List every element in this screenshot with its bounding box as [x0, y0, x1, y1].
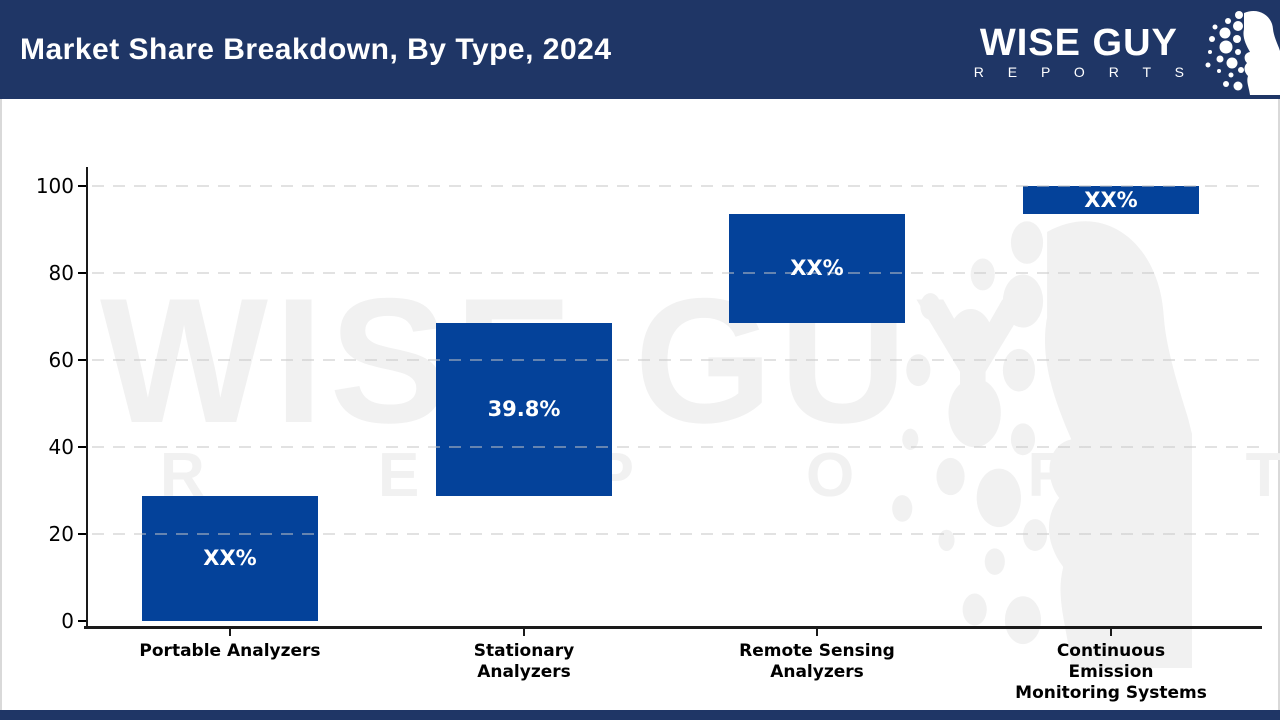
y-tick-label: 0 [61, 609, 74, 633]
x-category-label-line: Stationary [473, 641, 575, 661]
header-bar: Market Share Breakdown, By Type, 2024 WI… [0, 0, 1280, 99]
x-tick-mark [816, 627, 818, 636]
y-tick-mark [78, 272, 86, 274]
gridline [92, 185, 1262, 187]
y-tick-mark [78, 185, 86, 187]
gridline [92, 359, 1262, 361]
wise-guy-reports-logo: WISE GUY R E P O R T S [964, 0, 1280, 99]
bar-value-label: 39.8% [487, 397, 561, 422]
x-category-label-line: Emission [1068, 662, 1154, 682]
bar-value-label: XX% [790, 256, 844, 281]
bar-segment [729, 213, 905, 323]
y-tick-mark [78, 446, 86, 448]
x-tick-mark [523, 627, 525, 636]
y-axis-line [86, 167, 88, 629]
x-category-label-line: Remote Sensing [739, 641, 895, 661]
footer-bar [0, 710, 1280, 720]
gridline [92, 533, 1262, 535]
x-category-label-line: Analyzers [477, 662, 571, 682]
y-tick-label: 60 [48, 348, 74, 372]
x-category-label-line: Portable Analyzers [139, 641, 321, 661]
bar-value-label: XX% [1084, 187, 1138, 212]
y-tick-label: 80 [48, 261, 74, 285]
bar-segment [436, 322, 612, 496]
x-tick-mark [1110, 627, 1112, 636]
page-title: Market Share Breakdown, By Type, 2024 [20, 32, 612, 66]
x-category-label: Portable Analyzers [110, 641, 350, 662]
y-tick-label: 40 [48, 435, 74, 459]
logo-text: WISE GUY R E P O R T S [964, 23, 1194, 81]
x-axis-line [84, 626, 1262, 629]
x-tick-mark [229, 627, 231, 636]
watermark-head-icon [892, 221, 1192, 668]
gridline [92, 272, 1262, 274]
logo-head-icon [1205, 10, 1280, 95]
x-category-label: Stationary Analyzers [404, 641, 644, 683]
x-category-label-line: Analyzers [770, 662, 864, 682]
y-tick-label: 100 [35, 174, 74, 198]
x-category-label: Continuous Emission Monitoring Systems [991, 641, 1231, 704]
y-tick-mark [78, 620, 86, 622]
y-tick-mark [78, 533, 86, 535]
logo-subtitle: R E P O R T S [973, 63, 1194, 80]
bar-value-label: XX% [203, 546, 257, 571]
y-tick-label: 20 [48, 522, 74, 546]
x-category-label-line: Continuous [1056, 641, 1166, 661]
y-tick-mark [78, 359, 86, 361]
gridline [92, 446, 1262, 448]
bar-segment [142, 495, 318, 621]
logo-wordmark: WISE GUY [979, 21, 1178, 64]
x-category-label: Remote Sensing Analyzers [697, 641, 937, 683]
bar-segment [1023, 186, 1199, 214]
x-category-label-line: Monitoring Systems [1015, 683, 1207, 703]
